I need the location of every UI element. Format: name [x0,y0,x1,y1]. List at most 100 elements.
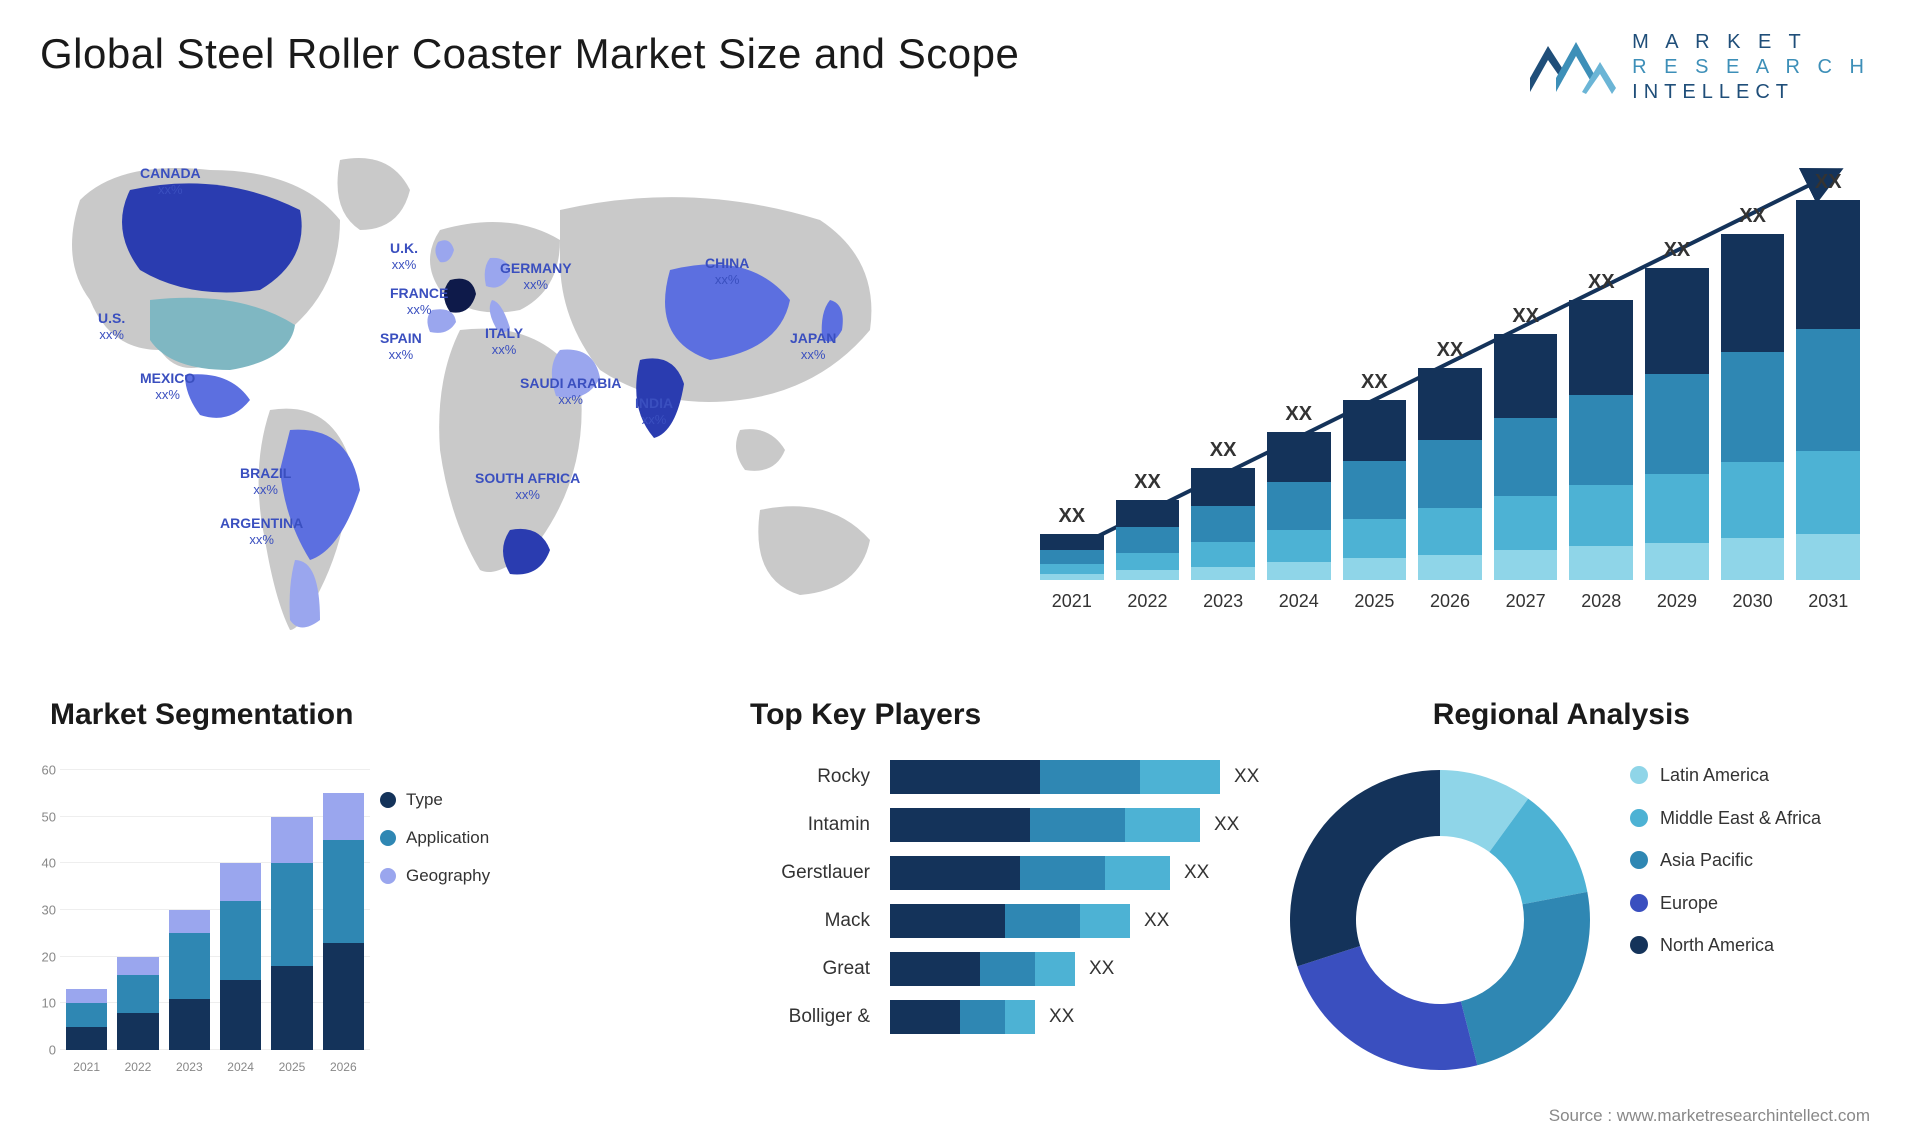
player-value: XX [1184,862,1209,884]
logo-line1: M A R K E T [1632,30,1870,55]
growth-bar-year: 2029 [1657,591,1697,612]
seg-legend-item: Geography [380,866,550,886]
growth-bar: XX2029 [1645,239,1709,580]
seg-bar: 2022 [117,957,158,1050]
growth-bar: XX2028 [1569,271,1633,580]
seg-bar: 2025 [271,817,312,1050]
donut-segment [1461,892,1590,1065]
seg-year: 2026 [330,1060,357,1074]
player-row: Bolliger & XX [740,1000,1300,1034]
growth-bar: XX2026 [1418,339,1482,580]
player-value: XX [1214,814,1239,836]
growth-bar-value: XX [1739,205,1766,228]
seg-legend-item: Application [380,828,550,848]
seg-ytick: 50 [42,809,56,824]
seg-ytick: 30 [42,903,56,918]
regional-legend-item: North America [1630,934,1870,957]
regional-analysis: Latin America Middle East & Africa Asia Pa… [1290,740,1870,1080]
growth-bar-year: 2028 [1581,591,1621,612]
growth-bar-value: XX [1361,371,1388,394]
player-value: XX [1049,1006,1074,1028]
growth-bar-year: 2031 [1808,591,1848,612]
map-country-label: U.S.xx% [98,310,125,342]
growth-bar: XX2024 [1267,403,1331,580]
seg-bar: 2024 [220,863,261,1050]
seg-ytick: 0 [49,1043,56,1058]
seg-bar: 2023 [169,910,210,1050]
player-name: Rocky [740,766,890,788]
map-country-label: SAUDI ARABIAxx% [520,375,621,407]
donut-chart [1290,770,1590,1070]
player-row: GreatXX [740,952,1300,986]
map-country-label: GERMANYxx% [500,260,572,292]
growth-bar-year: 2024 [1279,591,1319,612]
player-value: XX [1144,910,1169,932]
seg-ytick: 40 [42,856,56,871]
seg-year: 2022 [125,1060,152,1074]
logo-line2: R E S E A R C H [1632,55,1870,80]
seg-year: 2025 [279,1060,306,1074]
player-row: Mack XX [740,904,1300,938]
growth-bar-value: XX [1058,505,1085,528]
growth-bar-year: 2027 [1506,591,1546,612]
regional-legend-item: Latin America [1630,764,1870,787]
growth-bar-value: XX [1134,471,1161,494]
map-country-label: INDIAxx% [635,395,673,427]
player-name: Intamin [740,814,890,836]
segmentation-chart: 0102030405060 202120222023202420252026 T… [20,750,550,1080]
map-country-label: JAPANxx% [790,330,836,362]
growth-bar-value: XX [1285,403,1312,426]
growth-bar-year: 2021 [1052,591,1092,612]
page-title: Global Steel Roller Coaster Market Size … [40,30,1019,78]
player-name: Mack [740,910,890,932]
seg-ytick: 20 [42,949,56,964]
growth-chart: XX2021XX2022XX2023XX2024XX2025XX2026XX20… [1040,150,1860,620]
growth-bar-value: XX [1437,339,1464,362]
map-country-label: MEXICOxx% [140,370,195,402]
growth-bar: XX2021 [1040,505,1104,580]
segmentation-legend: Type Application Geography [380,790,550,904]
seg-year: 2023 [176,1060,203,1074]
regional-legend-item: Europe [1630,892,1870,915]
growth-bar-value: XX [1512,305,1539,328]
regional-legend: Latin America Middle East & Africa Asia Pa… [1630,764,1870,977]
growth-bar-value: XX [1210,439,1237,462]
growth-bar-value: XX [1588,271,1615,294]
seg-legend-item: Type [380,790,550,810]
growth-bar: XX2030 [1721,205,1785,580]
logo-text: M A R K E T R E S E A R C H INTELLECT [1632,30,1870,105]
seg-year: 2024 [227,1060,254,1074]
growth-bar-year: 2023 [1203,591,1243,612]
key-players-chart: RockyXXIntaminXXGerstlauerXXMackXXGreatX… [740,760,1300,1048]
donut-segment [1290,770,1440,966]
growth-bar-year: 2022 [1127,591,1167,612]
donut-segment [1297,946,1477,1070]
segmentation-title: Market Segmentation [50,698,353,732]
header: Global Steel Roller Coaster Market Size … [40,30,1870,105]
logo-line3: INTELLECT [1632,80,1870,105]
growth-bar-year: 2030 [1733,591,1773,612]
regional-legend-item: Middle East & Africa [1630,807,1870,830]
source-text: Source : www.marketresearchintellect.com [1549,1106,1870,1126]
logo-icon [1528,36,1618,100]
seg-ytick: 60 [42,763,56,778]
map-country-label: ITALYxx% [485,325,523,357]
map-country-label: ARGENTINAxx% [220,515,303,547]
player-name: Bolliger & [740,1006,890,1028]
player-name: Great [740,958,890,980]
map-country-label: U.K.xx% [390,240,418,272]
player-value: XX [1234,766,1259,788]
growth-bar: XX2023 [1191,439,1255,580]
growth-bar-value: XX [1664,239,1691,262]
map-country-label: CANADAxx% [140,165,201,197]
player-row: Intamin XX [740,808,1300,842]
regional-title: Regional Analysis [1433,698,1690,732]
player-name: Gerstlauer [740,862,890,884]
seg-year: 2021 [73,1060,100,1074]
growth-bar: XX2025 [1343,371,1407,580]
regional-legend-item: Asia Pacific [1630,849,1870,872]
map-country-label: SOUTH AFRICAxx% [475,470,580,502]
seg-bar: 2026 [323,793,364,1050]
seg-ytick: 10 [42,996,56,1011]
growth-bar-year: 2026 [1430,591,1470,612]
